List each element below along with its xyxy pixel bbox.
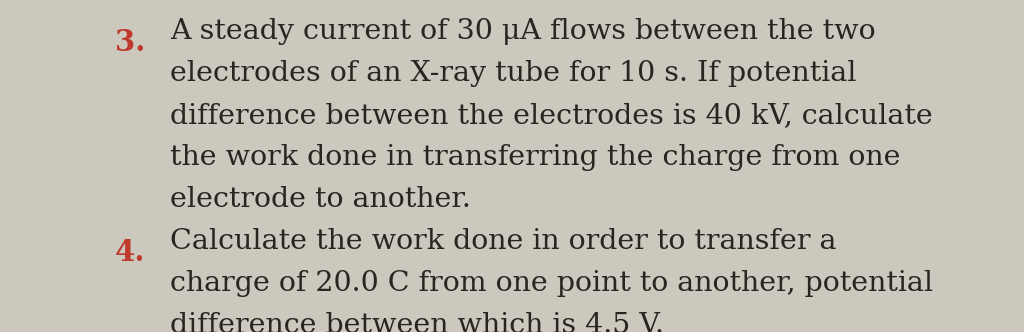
Text: difference between which is 4.5 V.: difference between which is 4.5 V.	[170, 312, 664, 332]
Text: Calculate the work done in order to transfer a: Calculate the work done in order to tran…	[170, 228, 837, 255]
Text: 3.: 3.	[115, 28, 145, 57]
Text: difference between the electrodes is 40 kV, calculate: difference between the electrodes is 40 …	[170, 102, 933, 129]
Text: electrode to another.: electrode to another.	[170, 186, 471, 213]
Text: electrodes of an X-ray tube for 10 s. If potential: electrodes of an X-ray tube for 10 s. If…	[170, 60, 856, 87]
Text: charge of 20.0 C from one point to another, potential: charge of 20.0 C from one point to anoth…	[170, 270, 933, 297]
Text: 4.: 4.	[115, 238, 145, 267]
Text: the work done in transferring the charge from one: the work done in transferring the charge…	[170, 144, 900, 171]
Text: A steady current of 30 μA flows between the two: A steady current of 30 μA flows between …	[170, 18, 876, 45]
